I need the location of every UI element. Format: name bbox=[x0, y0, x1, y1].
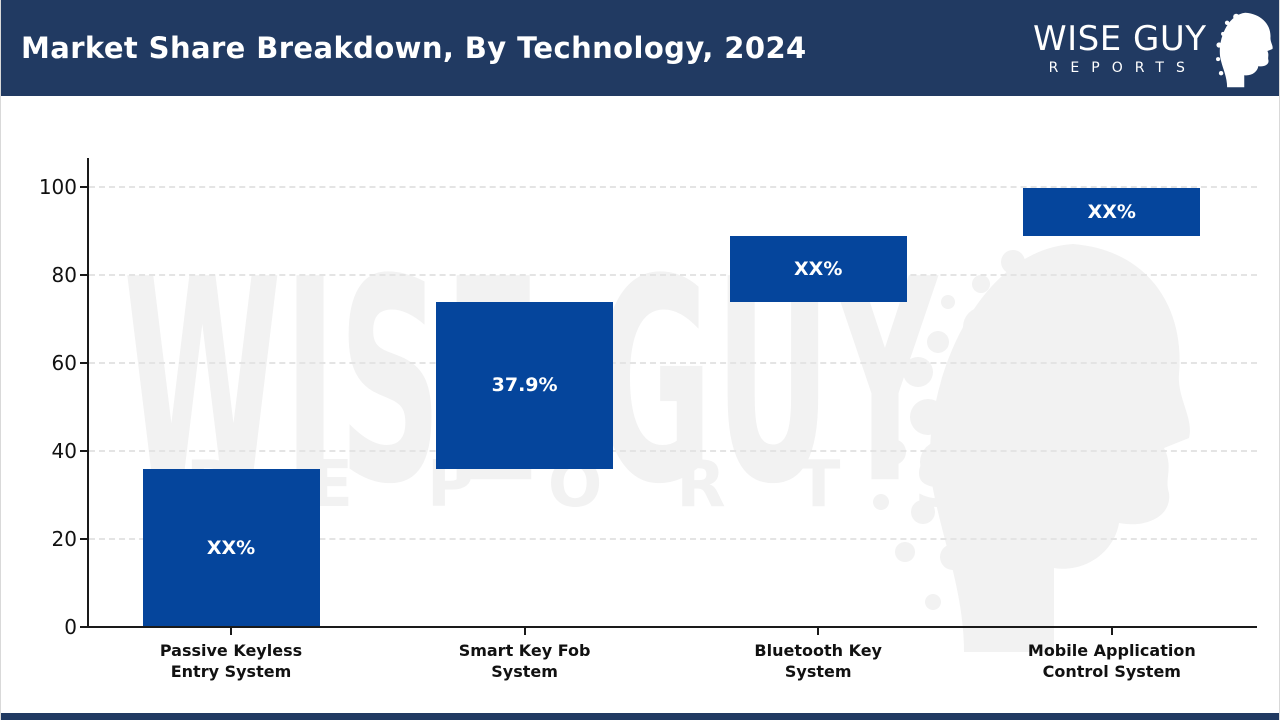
brand-subtitle: REPORTS bbox=[1048, 59, 1197, 76]
gridline-100 bbox=[89, 186, 1257, 188]
y-tick-label-60: 60 bbox=[51, 351, 77, 375]
y-tick-80 bbox=[80, 274, 87, 276]
brand-logo: WISE GUY REPORTS bbox=[1033, 6, 1273, 90]
bar-smart-key-fob-system: 37.9% bbox=[436, 301, 614, 469]
y-tick-label-100: 100 bbox=[38, 175, 77, 199]
y-tick-100 bbox=[80, 186, 87, 188]
bar-mobile-application-control-system: XX% bbox=[1023, 187, 1201, 236]
x-tick-smart-key-fob-system bbox=[523, 628, 526, 635]
bar-value-label: XX% bbox=[1087, 200, 1136, 223]
x-axis-line bbox=[87, 626, 1257, 628]
gridline-40 bbox=[89, 450, 1257, 452]
bar-value-label: XX% bbox=[206, 536, 256, 559]
brand-name: WISE GUY bbox=[1033, 18, 1207, 59]
x-tick-bluetooth-key-system bbox=[817, 628, 820, 635]
y-tick-40 bbox=[80, 450, 87, 452]
bar-value-label: 37.9% bbox=[491, 374, 558, 397]
y-tick-0 bbox=[80, 626, 87, 628]
x-tick-mobile-application-control-system bbox=[1110, 628, 1113, 635]
page-title: Market Share Breakdown, By Technology, 2… bbox=[21, 31, 807, 65]
bar-bluetooth-key-system: XX% bbox=[729, 235, 907, 302]
brand-head-icon bbox=[1215, 12, 1273, 88]
x-category-label-smart-key-fob-system: Smart Key Fob System bbox=[458, 641, 591, 681]
y-tick-label-0: 0 bbox=[64, 615, 77, 639]
bar-passive-keyless-entry-system: XX% bbox=[142, 468, 320, 627]
x-category-label-mobile-application-control-system: Mobile Application Control System bbox=[1027, 641, 1196, 681]
y-tick-label-20: 20 bbox=[51, 527, 77, 551]
gridline-60 bbox=[89, 362, 1257, 364]
gridline-80 bbox=[89, 274, 1257, 276]
y-tick-20 bbox=[80, 538, 87, 540]
y-tick-label-40: 40 bbox=[51, 439, 77, 463]
watermark-head-icon bbox=[873, 244, 1190, 652]
y-axis-line bbox=[87, 158, 89, 628]
x-category-label-passive-keyless-entry-system: Passive Keyless Entry System bbox=[159, 641, 303, 681]
brand-logo-text: WISE GUY REPORTS bbox=[1033, 21, 1207, 76]
y-tick-label-80: 80 bbox=[51, 263, 77, 287]
x-tick-passive-keyless-entry-system bbox=[230, 628, 232, 635]
footer-bar bbox=[1, 713, 1279, 720]
gridline-20 bbox=[89, 538, 1257, 540]
x-category-label-bluetooth-key-system: Bluetooth Key System bbox=[754, 641, 882, 681]
header-bar: Market Share Breakdown, By Technology, 2… bbox=[1, 0, 1279, 96]
y-tick-60 bbox=[80, 362, 87, 364]
bar-value-label: XX% bbox=[794, 257, 843, 280]
